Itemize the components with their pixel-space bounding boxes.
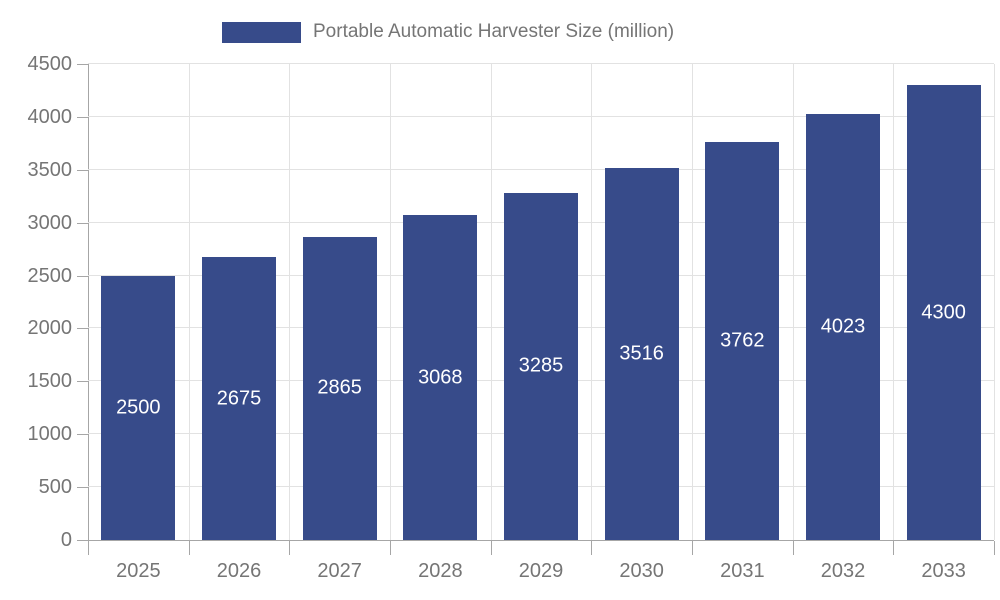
x-tick-mark — [88, 541, 89, 555]
x-tick-label-2028: 2028 — [418, 560, 463, 582]
v-gridline — [490, 64, 492, 540]
y-tick-label: 1000 — [27, 423, 73, 446]
legend-label: Portable Automatic Harvester Size (milli… — [313, 21, 675, 42]
bar-value-label: 2865 — [317, 376, 362, 399]
y-axis-line — [88, 64, 89, 555]
bar-2026: 2675 — [202, 257, 276, 540]
v-gridline — [994, 64, 995, 540]
y-tick-label: 0 — [60, 529, 72, 551]
y-tick-mark — [77, 540, 88, 541]
bar-value-label: 3762 — [720, 329, 765, 352]
plot-area: 2500 2675 2865 3068 3285 3516 3762 4023 4300 — [88, 63, 995, 540]
y-tick-mark — [77, 275, 88, 277]
x-tick-label-2033: 2033 — [921, 560, 966, 582]
y-tick-mark — [77, 328, 88, 330]
x-tick-label-2029: 2029 — [518, 560, 564, 582]
y-tick-label: 4000 — [27, 105, 73, 128]
v-gridline — [389, 64, 391, 540]
bar-value-label: 2500 — [116, 396, 161, 419]
v-gridline — [591, 64, 593, 540]
x-tick-mark — [390, 541, 391, 555]
v-gridline — [188, 64, 190, 540]
y-tick-label: 2000 — [27, 317, 73, 340]
y-tick-label: 3500 — [27, 158, 73, 181]
y-tick-label: 500 — [38, 476, 72, 499]
y-tick-mark — [77, 487, 88, 489]
y-tick-mark — [77, 64, 88, 65]
y-tick-mark — [77, 434, 88, 436]
h-gridline — [88, 168, 994, 170]
x-tick-label-2026: 2026 — [216, 560, 262, 582]
legend-swatch — [222, 21, 301, 43]
bar-2028: 3068 — [403, 215, 478, 540]
y-tick-mark — [77, 381, 88, 383]
bar-value-label: 3285 — [518, 354, 564, 377]
legend: Portable Automatic Harvester Size (milli… — [222, 21, 674, 43]
y-tick-mark — [77, 116, 88, 118]
x-tick-label-2030: 2030 — [619, 560, 664, 582]
bar-2033: 4300 — [906, 85, 981, 540]
x-tick-label-2032: 2032 — [820, 560, 866, 582]
bar-2030: 3516 — [604, 168, 679, 540]
x-tick-mark — [994, 541, 995, 555]
bar-2029: 3285 — [504, 192, 578, 540]
x-tick-mark — [893, 541, 895, 555]
y-tick-label: 2500 — [27, 264, 73, 287]
x-tick-mark — [591, 541, 593, 555]
y-tick-mark — [77, 169, 88, 171]
y-tick-mark — [77, 222, 88, 224]
y-tick-label: 3000 — [27, 211, 73, 234]
x-tick-label-2031: 2031 — [720, 560, 765, 582]
bar-2032: 4023 — [806, 114, 880, 540]
h-gridline — [88, 63, 994, 64]
x-tick-label-2025: 2025 — [116, 560, 161, 582]
v-gridline — [792, 64, 794, 540]
x-axis-line — [88, 540, 994, 541]
x-tick-mark — [289, 541, 291, 555]
x-tick-mark — [792, 541, 794, 555]
bar-2025: 2500 — [101, 275, 176, 540]
bar-2031: 3762 — [705, 142, 780, 540]
bar-value-label: 4023 — [820, 315, 866, 338]
x-tick-label-2027: 2027 — [317, 560, 362, 582]
x-tick-mark — [490, 541, 492, 555]
y-tick-label: 1500 — [27, 370, 73, 393]
x-tick-mark — [188, 541, 190, 555]
bar-value-label: 2675 — [216, 387, 262, 410]
y-tick-label: 4500 — [27, 53, 73, 75]
bar-value-label: 3068 — [418, 366, 463, 389]
bar-value-label: 3516 — [619, 342, 664, 365]
v-gridline — [289, 64, 291, 540]
v-gridline — [691, 64, 693, 540]
bar-2027: 2865 — [302, 236, 377, 540]
x-tick-mark — [692, 541, 693, 555]
bar-value-label: 4300 — [921, 301, 966, 324]
v-gridline — [893, 64, 895, 540]
h-gridline — [88, 115, 994, 117]
